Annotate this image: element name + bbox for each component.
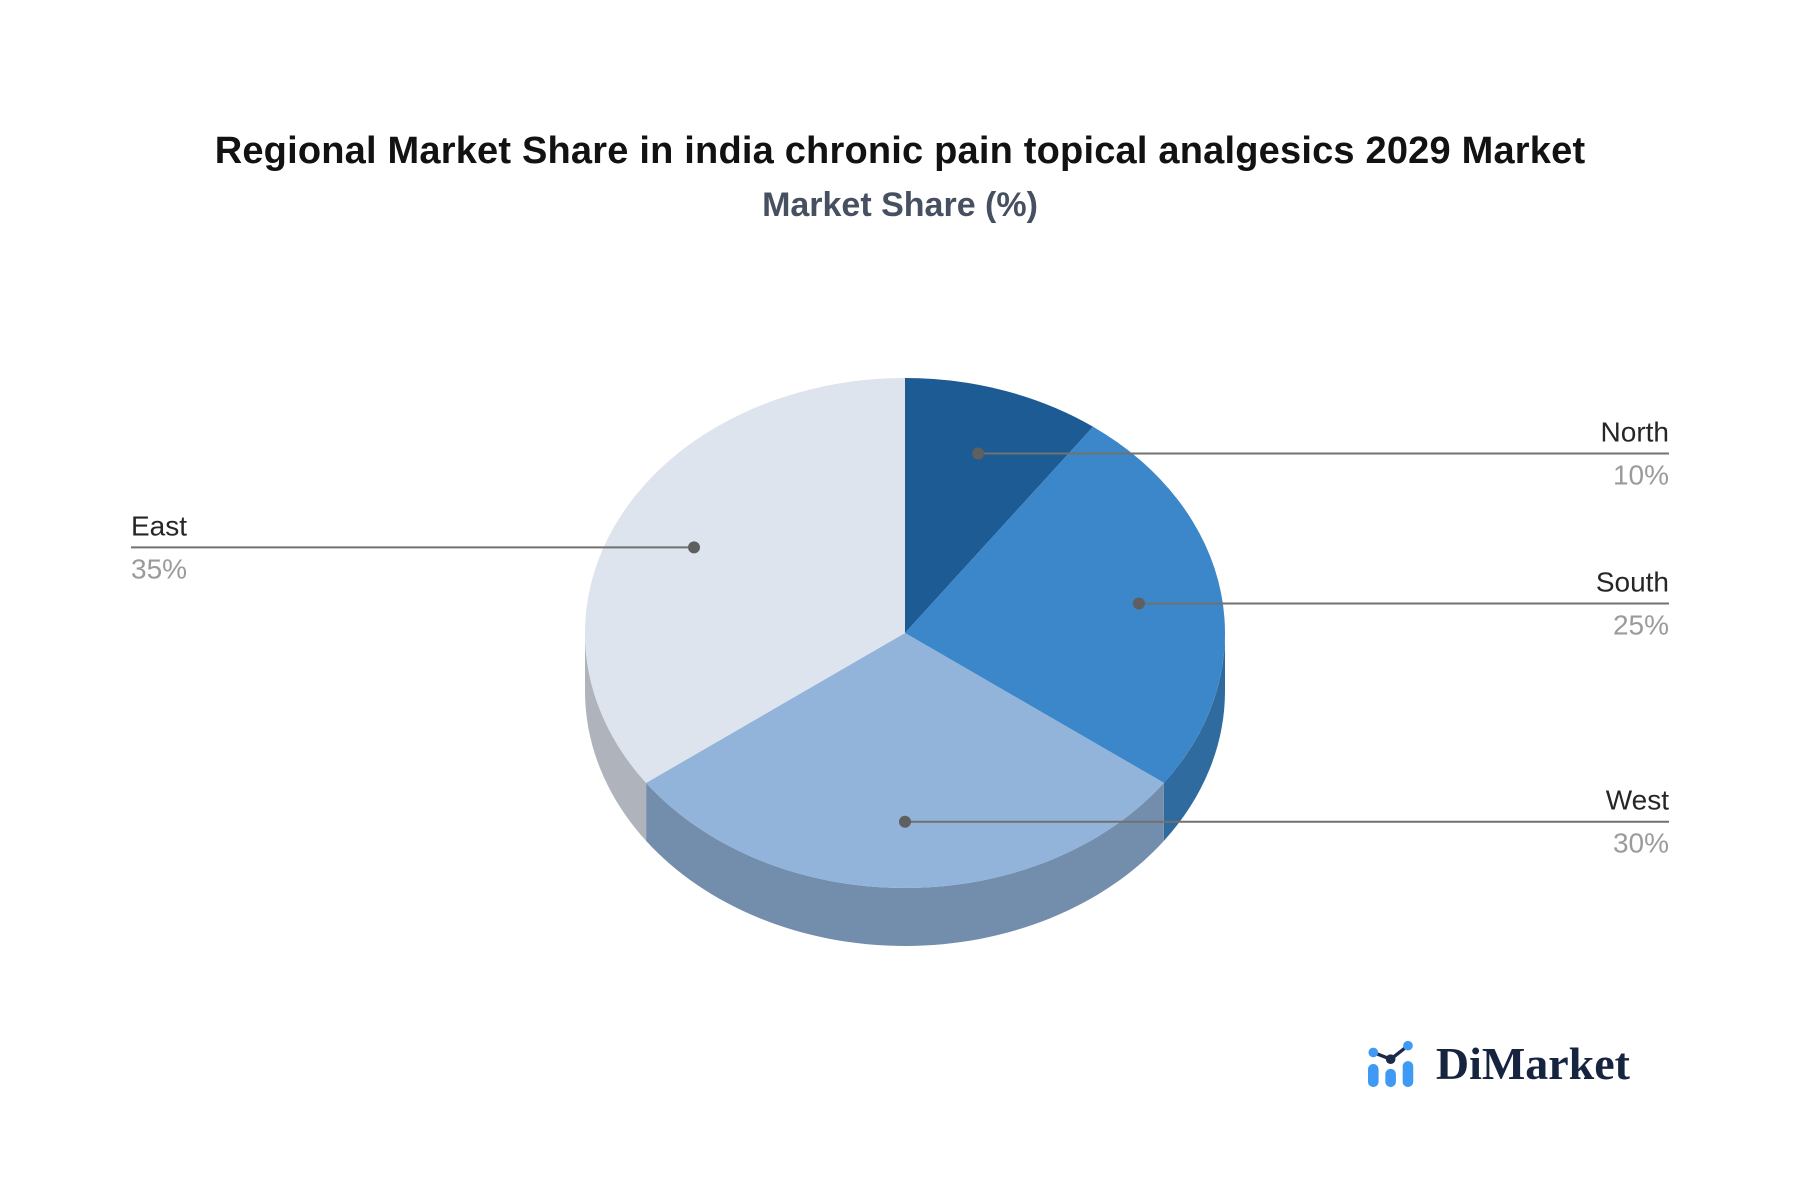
callout-dot-north	[972, 447, 985, 460]
slice-label-north: North	[1601, 417, 1669, 448]
slice-label-east: East	[131, 510, 187, 541]
pie-rim-south	[1163, 633, 1225, 841]
dimarket-logo-text: DiMarket	[1435, 1038, 1630, 1089]
chart-subtitle: Market Share (%)	[762, 186, 1038, 224]
callout-dot-south	[1132, 597, 1145, 610]
pie-slice-north	[905, 378, 1094, 633]
callout-dot-west	[899, 815, 911, 828]
slice-label-south: South	[1596, 566, 1669, 597]
slice-value-west: 30%	[1613, 828, 1669, 859]
pie-slice-east	[584, 378, 905, 783]
slice-value-south: 25%	[1613, 609, 1669, 640]
pie-rim-west	[646, 782, 1164, 947]
page-title: Regional Market Share in india chronic p…	[214, 130, 1586, 172]
pie-rim-east	[585, 633, 647, 841]
slice-value-north: 10%	[1613, 460, 1669, 491]
slice-value-east: 35%	[131, 553, 187, 584]
dimarket-logo: DiMarket	[1365, 1038, 1630, 1090]
slice-label-west: West	[1606, 785, 1669, 816]
dimarket-logo-icon	[1367, 1040, 1414, 1088]
pie-slice-west	[646, 633, 1164, 889]
callout-dot-east	[688, 541, 701, 554]
pie-slice-south	[905, 426, 1225, 783]
